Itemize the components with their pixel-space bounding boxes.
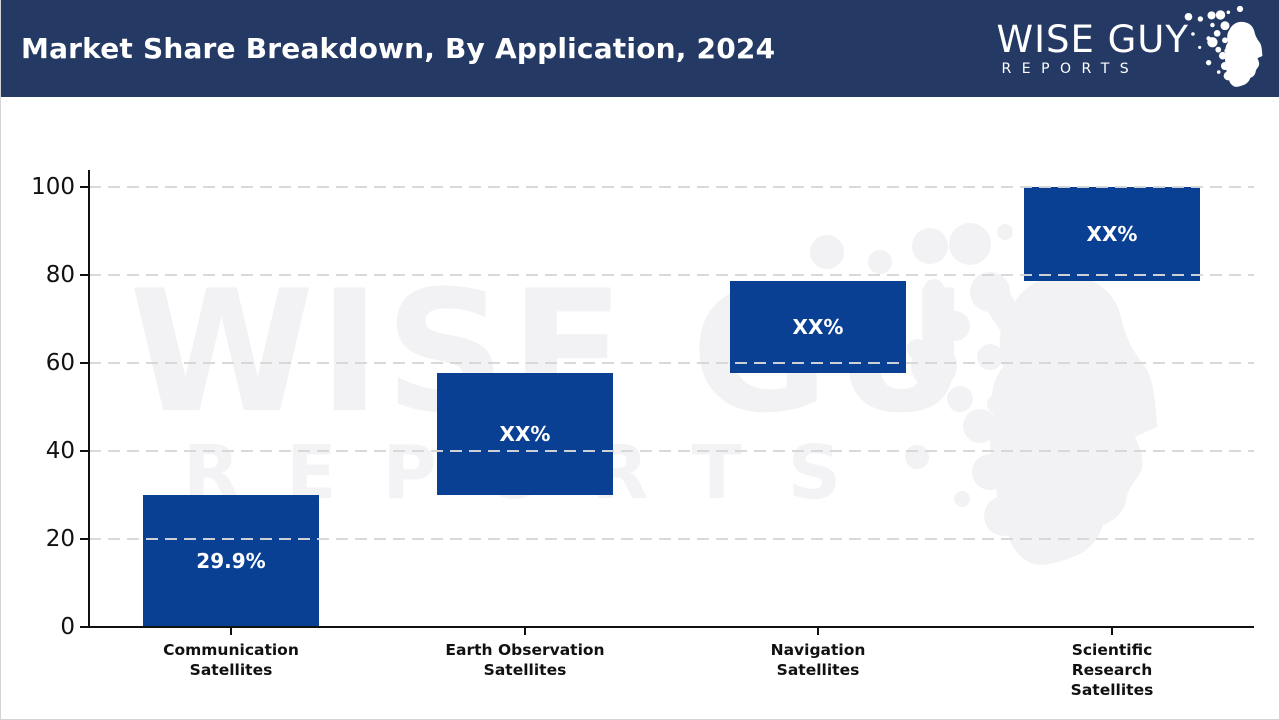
- y-tick: [80, 186, 89, 188]
- x-category-label-line: Satellites: [1070, 681, 1154, 699]
- header: Market Share Breakdown, By Application, …: [1, 0, 1279, 97]
- chart-title: Market Share Breakdown, By Application, …: [21, 32, 776, 65]
- x-tick: [1111, 628, 1113, 635]
- x-tick: [524, 628, 526, 635]
- y-tick: [80, 450, 89, 452]
- y-tick: [80, 538, 89, 540]
- x-category-label: Communication Satellites: [101, 640, 361, 680]
- logo-face-icon: [1184, 5, 1263, 87]
- y-tick-label: 60: [45, 350, 75, 376]
- y-tick: [80, 626, 89, 628]
- bar-value-label: 29.9%: [196, 549, 266, 574]
- watermark-face-icon: [810, 204, 1157, 565]
- watermark-subtitle: REPORTS: [183, 430, 888, 516]
- x-category-label-line: Research: [1071, 661, 1153, 679]
- x-category-label-line: Navigation: [770, 641, 866, 659]
- gridline: [89, 186, 1254, 188]
- y-tick: [80, 274, 89, 276]
- y-tick: [80, 362, 89, 364]
- wise-guy-logo: WISE GUY REPORTS: [997, 5, 1271, 92]
- x-axis: [88, 626, 1254, 628]
- y-tick-label: 0: [60, 614, 75, 640]
- x-category-label: Scientific Research Satellites: [982, 640, 1242, 700]
- x-tick: [817, 628, 819, 635]
- x-category-label-line: Scientific: [1071, 641, 1153, 659]
- x-tick: [230, 628, 232, 635]
- y-axis: [88, 170, 90, 628]
- x-category-label: Earth Observation Satellites: [395, 640, 655, 680]
- x-category-label-line: Satellites: [776, 661, 860, 679]
- logo-wordmark: WISE GUY: [996, 18, 1189, 61]
- y-tick-label: 40: [45, 438, 75, 464]
- logo-wordmark-block: WISE GUY REPORTS: [997, 21, 1189, 76]
- x-category-label-line: Satellites: [189, 661, 273, 679]
- y-tick-label: 20: [45, 526, 75, 552]
- x-category-label-line: Communication: [163, 641, 299, 659]
- y-tick-label: 80: [45, 262, 75, 288]
- x-category-label: Navigation Satellites: [688, 640, 948, 680]
- x-category-label-line: Earth Observation: [445, 641, 605, 659]
- x-category-label-line: Satellites: [483, 661, 567, 679]
- logo-subtitle: REPORTS: [1001, 61, 1140, 77]
- y-tick-label: 100: [31, 174, 75, 200]
